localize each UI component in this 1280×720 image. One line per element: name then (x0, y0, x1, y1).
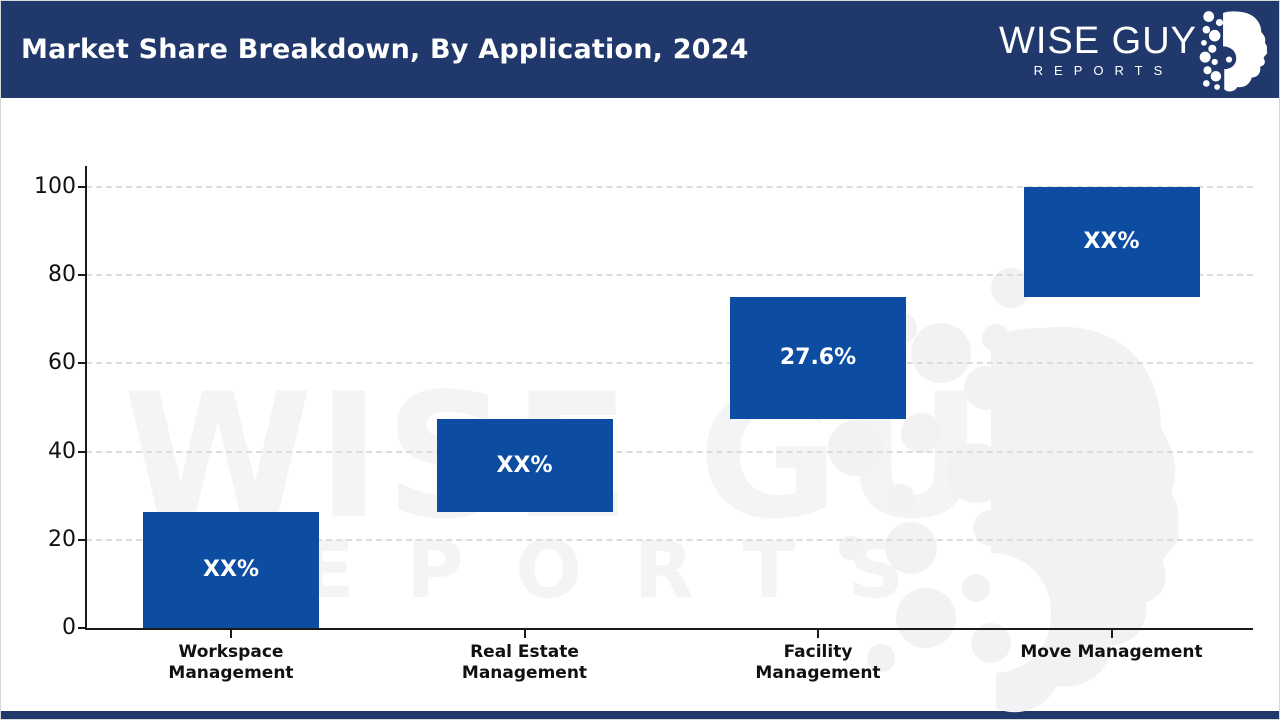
category-label-line: Real Estate (470, 642, 579, 662)
x-axis-line (85, 628, 1253, 630)
x-tick-mark-3 (1110, 630, 1113, 638)
chart-title: Market Share Breakdown, By Application, … (21, 34, 749, 65)
logo-subtitle: REPORTS (1033, 63, 1174, 78)
logo-face-icon (1199, 10, 1268, 92)
wise-guy-logo: WISE GUY REPORTS (999, 7, 1279, 93)
bar-workspace-management: XX% (143, 511, 319, 628)
gridline-100 (86, 186, 1253, 188)
y-tick-label-60: 60 (48, 350, 76, 376)
bar-move-management: XX% (1023, 187, 1200, 297)
x-tick-mark-0 (230, 630, 232, 638)
y-tick-label-80: 80 (48, 262, 76, 288)
y-tick-label-20: 20 (48, 526, 76, 552)
header-bar: Market Share Breakdown, By Application, … (1, 1, 1279, 98)
y-tick-label-0: 0 (62, 615, 76, 640)
category-label-line: Move Management (1020, 642, 1203, 662)
category-label-line: Management (755, 663, 881, 683)
category-label-line: Management (168, 663, 294, 683)
category-label-0: Workspace Management (101, 642, 361, 684)
category-label-line: Workspace (178, 642, 284, 662)
y-axis-line (85, 166, 87, 630)
bar-value-label: XX% (496, 452, 553, 478)
logo-wordmark: WISE GUY (998, 20, 1197, 62)
logo-text: WISE GUY REPORTS (999, 21, 1197, 78)
x-tick-mark-2 (817, 630, 819, 638)
y-tick-mark-60 (78, 362, 86, 365)
footer-bar (1, 711, 1279, 719)
bar-real-estate-management: XX% (436, 418, 613, 512)
gridline-40 (86, 450, 1253, 453)
y-tick-mark-40 (78, 450, 86, 453)
y-tick-label-40: 40 (48, 438, 76, 464)
bar-facility-management: 27.6% (730, 296, 906, 419)
y-tick-mark-100 (78, 186, 86, 188)
category-label-3: Move Management (982, 642, 1242, 663)
gridline-60 (86, 362, 1253, 365)
y-tick-mark-80 (78, 274, 86, 277)
y-tick-mark-0 (78, 627, 86, 629)
category-label-1: Real Estate Management (395, 642, 655, 684)
y-tick-mark-20 (78, 538, 86, 541)
gridline-20 (86, 538, 1253, 541)
watermark-face-icon (820, 259, 1179, 713)
x-tick-mark-1 (523, 630, 526, 638)
category-label-line: Facility (783, 642, 853, 662)
bar-value-label: XX% (1083, 229, 1140, 255)
bar-value-label: XX% (203, 557, 259, 583)
y-tick-label-100: 100 (34, 174, 76, 199)
category-label-2: Facility Management (688, 642, 948, 684)
bar-value-label: 27.6% (779, 345, 857, 371)
chart-area: WISE GUY REPORTS 0 20 40 60 80 100 XX% Workspac… (1, 98, 1279, 713)
category-label-line: Management (461, 663, 588, 683)
gridline-80 (86, 274, 1253, 277)
